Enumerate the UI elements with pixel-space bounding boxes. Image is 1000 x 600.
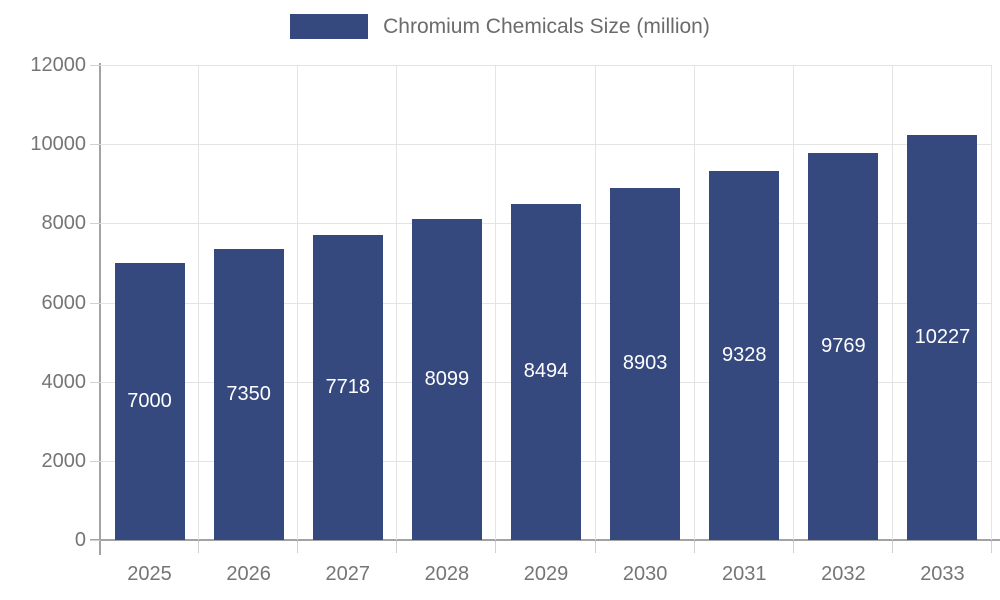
x-axis-tick xyxy=(198,541,200,553)
bar-value-label: 8494 xyxy=(523,360,569,383)
bar-2025: 7000 xyxy=(114,262,185,540)
gridline-horizontal xyxy=(100,144,992,146)
plot-area: 7000 7350 7718 8099 8494 8903 9328 9769 10227 xyxy=(100,65,992,540)
y-axis-tick xyxy=(90,65,100,66)
bar-value-label: 7718 xyxy=(325,375,371,398)
x-axis-tick xyxy=(792,541,794,553)
y-axis-tick xyxy=(90,460,100,462)
x-axis-tick xyxy=(891,541,893,553)
x-axis-tick xyxy=(594,541,596,553)
bar-value-label: 7000 xyxy=(127,389,172,412)
gridline-vertical xyxy=(991,65,992,540)
x-axis-tick-label: 2025 xyxy=(127,563,172,585)
x-axis-tick xyxy=(693,541,695,553)
y-axis-tick-label: 12000 xyxy=(30,54,86,76)
gridline-vertical xyxy=(891,65,893,540)
x-axis-tick xyxy=(297,541,299,553)
bar-2029: 8494 xyxy=(511,203,581,540)
y-axis-tick-label: 10000 xyxy=(30,133,86,156)
y-axis-tick xyxy=(90,144,100,146)
gridline-vertical xyxy=(792,65,794,540)
chart-legend: Chromium Chemicals Size (million) xyxy=(0,14,1000,39)
bar-2030: 8903 xyxy=(610,187,681,540)
x-axis-tick xyxy=(495,541,497,553)
x-axis-tick-label: 2030 xyxy=(622,563,668,585)
bar-2031: 9328 xyxy=(709,170,780,540)
y-axis-tick xyxy=(90,223,100,225)
gridline-vertical xyxy=(594,65,596,540)
gridline-vertical xyxy=(495,65,497,540)
y-axis-tick-label: 2000 xyxy=(41,449,87,472)
bar-value-label: 10227 xyxy=(914,326,971,349)
gridline-vertical xyxy=(396,65,398,540)
x-axis-tick xyxy=(396,541,398,553)
y-axis-tick-label: 8000 xyxy=(41,212,87,235)
bar-value-label: 9769 xyxy=(821,335,866,358)
y-axis-tick xyxy=(90,381,100,383)
x-axis-line xyxy=(90,539,1000,541)
gridline-vertical xyxy=(297,65,299,540)
x-axis-tick-label: 2029 xyxy=(523,563,569,585)
legend-label[interactable]: Chromium Chemicals Size (million) xyxy=(383,14,710,38)
x-axis-tick xyxy=(991,541,992,553)
y-axis-tick-label: 6000 xyxy=(41,291,87,314)
x-axis-tick-label: 2032 xyxy=(821,563,866,585)
y-axis-tick-label: 4000 xyxy=(41,370,87,393)
bar-value-label: 8099 xyxy=(424,368,470,391)
x-axis-tick-label: 2026 xyxy=(226,563,271,585)
gridline-vertical xyxy=(693,65,695,540)
bar-2027: 7718 xyxy=(312,234,383,540)
bar-value-label: 7350 xyxy=(226,383,271,406)
x-axis-tick-label: 2031 xyxy=(721,563,767,585)
bar-value-label: 9328 xyxy=(721,343,767,366)
gridline-vertical xyxy=(198,65,200,540)
gridline-horizontal xyxy=(100,65,992,66)
bar-2033: 10227 xyxy=(907,135,978,540)
bar-2028: 8099 xyxy=(411,219,482,540)
x-axis-tick-label: 2028 xyxy=(424,563,470,585)
bar-2032: 9769 xyxy=(808,153,879,540)
x-axis-tick-label: 2027 xyxy=(325,563,371,585)
y-axis-tick xyxy=(90,302,100,304)
legend-swatch[interactable] xyxy=(290,14,369,39)
y-axis-line xyxy=(99,63,101,555)
y-axis-tick-label: 0 xyxy=(74,529,86,551)
y-axis-tick xyxy=(90,540,100,541)
x-axis-tick-label: 2033 xyxy=(920,563,965,585)
bar-value-label: 8903 xyxy=(622,352,668,375)
bar-2026: 7350 xyxy=(213,249,284,540)
